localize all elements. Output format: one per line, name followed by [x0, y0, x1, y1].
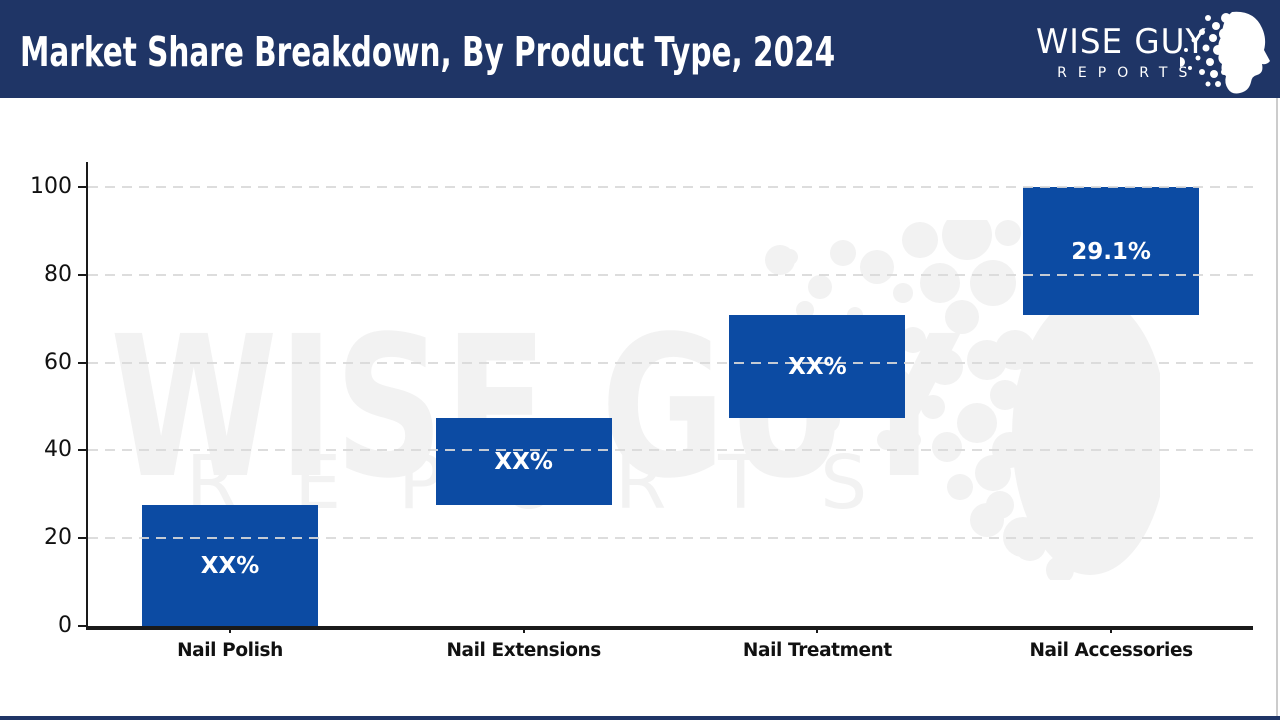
gridline-100 — [88, 186, 1253, 189]
plot-area: 0 20 40 60 80 100 XX% Nail Polish XX% Nail Extens… — [30, 162, 1253, 661]
bar-value-label: XX% — [200, 553, 260, 580]
x-tick-mark — [522, 626, 525, 633]
gridline-60 — [88, 361, 1253, 364]
y-tick-mark — [78, 449, 88, 452]
header-banner: Market Share Breakdown, By Product Type,… — [0, 0, 1280, 98]
x-tick-mark — [1110, 626, 1113, 633]
y-tick-label: 80 — [44, 261, 72, 287]
x-tick-mark — [229, 626, 231, 633]
y-tick-mark — [78, 361, 88, 364]
y-tick-mark — [78, 186, 88, 189]
wise-guy-logo: WISE GUY REPORTS — [1022, 4, 1272, 94]
bar-nail-treatment — [729, 314, 906, 418]
y-tick-label: 0 — [58, 613, 72, 638]
footer-strip — [0, 716, 1280, 720]
watermark-face-icon — [765, 220, 1160, 580]
x-tick-mark — [816, 626, 819, 633]
figure-right-border — [1276, 98, 1278, 720]
gridline-20 — [88, 537, 1253, 540]
bar-nail-extensions — [435, 417, 612, 505]
logo-brand-name: WISE GUY — [1036, 22, 1207, 62]
x-tick-label: Nail Polish — [177, 640, 283, 661]
x-tick-label: Nail Treatment — [742, 640, 892, 661]
logo-text-block: WISE GUY REPORTS — [1036, 22, 1214, 81]
y-tick-label: 20 — [44, 525, 72, 551]
gridline-80 — [88, 273, 1253, 276]
y-tick-mark — [78, 625, 88, 627]
bar-value-label: 29.1% — [1071, 238, 1151, 265]
x-tick-label: Nail Extensions — [446, 640, 601, 661]
chart-title: Market Share Breakdown, By Product Type,… — [20, 28, 836, 76]
y-tick-label: 60 — [44, 349, 72, 375]
y-tick-mark — [78, 273, 88, 276]
gridline-40 — [88, 449, 1253, 452]
logo-brand-subtitle: REPORTS — [1057, 65, 1199, 81]
bar-value-label: XX% — [788, 354, 847, 381]
x-axis-line — [85, 626, 1253, 630]
y-axis-line — [85, 162, 88, 626]
bar-nail-polish — [142, 504, 318, 626]
x-tick-label: Nail Accessories — [1029, 640, 1193, 661]
y-tick-mark — [78, 537, 88, 540]
bar-nail-accessories — [1023, 187, 1200, 315]
y-tick-label: 40 — [44, 437, 72, 463]
bar-value-label: XX% — [494, 449, 553, 476]
wise-guy-face-icon — [1180, 11, 1270, 94]
y-tick-label: 100 — [30, 174, 72, 200]
